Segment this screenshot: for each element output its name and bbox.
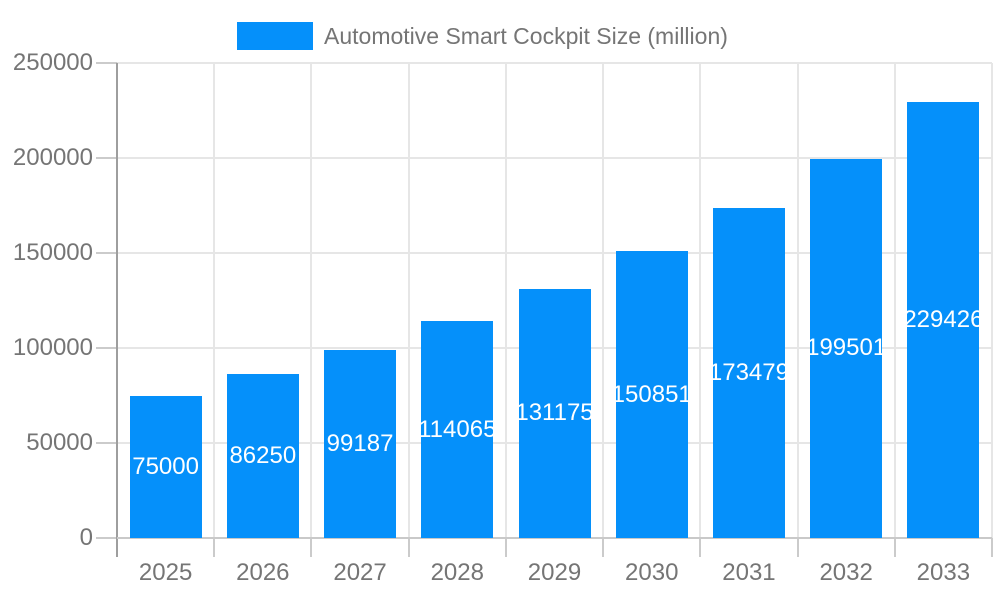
bar-value-label: 86250 <box>229 442 297 470</box>
x-tick <box>893 538 896 557</box>
bar-value-label: 131175 <box>515 399 594 427</box>
y-tick <box>96 442 117 444</box>
bar-value-label: 99187 <box>326 429 394 457</box>
y-axis-label: 50000 <box>26 429 93 456</box>
legend: Automotive Smart Cockpit Size (million) <box>237 22 728 50</box>
x-axis-label: 2029 <box>527 559 582 586</box>
legend-label: Automotive Smart Cockpit Size (million) <box>324 22 728 49</box>
bar-value-label: 114065 <box>418 415 497 443</box>
x-tick <box>310 538 313 557</box>
bar[interactable] <box>615 251 688 538</box>
gridline-v <box>310 63 313 538</box>
x-axis-label: 2033 <box>916 559 971 586</box>
bar[interactable] <box>907 102 980 538</box>
gridline-v <box>213 63 216 538</box>
x-axis-label: 2025 <box>138 559 193 586</box>
y-axis-label: 150000 <box>12 239 93 266</box>
gridline-h <box>117 157 992 159</box>
x-axis-label: 2027 <box>333 559 387 586</box>
gridline-h <box>117 252 992 254</box>
y-axis-label: 250000 <box>12 49 93 76</box>
x-tick <box>991 538 993 557</box>
y-tick <box>96 252 117 254</box>
x-tick <box>699 538 702 557</box>
y-tick <box>96 157 117 159</box>
bar[interactable] <box>810 158 883 538</box>
bar[interactable] <box>518 288 591 538</box>
x-axis-label: 2026 <box>236 559 290 586</box>
x-axis-line <box>117 537 992 539</box>
x-tick <box>796 538 799 557</box>
bar-value-label: 199501 <box>806 334 887 362</box>
legend-swatch <box>237 22 313 50</box>
bar-value-label: 173479 <box>708 359 789 387</box>
x-tick <box>602 538 605 557</box>
bar-value-label: 75000 <box>132 452 199 480</box>
gridline-v <box>991 63 993 538</box>
gridline-v <box>602 63 605 538</box>
y-tick <box>96 537 117 539</box>
x-axis-label: 2028 <box>430 559 484 586</box>
x-axis-label: 2032 <box>819 559 873 586</box>
y-axis-label: 0 <box>79 524 93 551</box>
bar-value-label: 229426 <box>903 306 984 334</box>
x-tick <box>407 538 410 557</box>
y-tick <box>96 62 117 64</box>
x-tick <box>504 538 507 557</box>
y-tick <box>96 347 117 349</box>
gridline-v <box>504 63 507 538</box>
bar-value-label: 150851 <box>611 380 692 408</box>
bar[interactable] <box>712 208 785 538</box>
bar[interactable] <box>324 349 397 538</box>
y-axis-label: 200000 <box>12 144 93 171</box>
bar[interactable] <box>226 374 299 538</box>
gridline-v <box>407 63 410 538</box>
gridline-v <box>893 63 896 538</box>
gridline-h <box>117 62 992 64</box>
bar[interactable] <box>129 395 202 538</box>
x-tick <box>213 538 216 557</box>
x-axis-label: 2030 <box>625 559 679 586</box>
y-axis-line <box>116 63 118 557</box>
x-axis-label: 2031 <box>722 559 776 586</box>
gridline-v <box>796 63 799 538</box>
y-axis-label: 100000 <box>12 334 93 361</box>
bar[interactable] <box>421 321 494 538</box>
gridline-v <box>699 63 702 538</box>
